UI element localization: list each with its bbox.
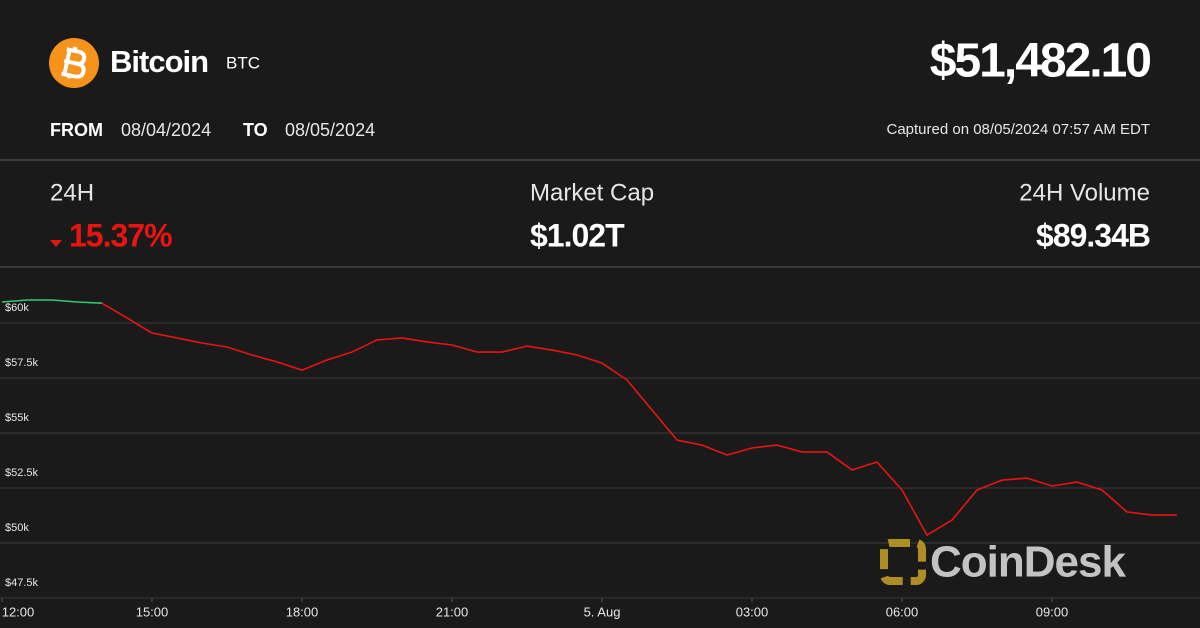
y-tick-label: $50k — [5, 522, 29, 534]
y-tick-label: $47.5k — [5, 577, 39, 589]
stat-value: $1.02T — [530, 217, 625, 253]
x-tick-label: 21:00 — [436, 604, 469, 619]
stat-value: $89.34B — [1036, 217, 1150, 253]
grid: $47.5k $50k $52.5k $55k $57.5k $60k 12:00 15:00… — [0, 302, 1200, 619]
watermark-text: CoinDesk — [930, 538, 1126, 587]
stat-label: Market Cap — [530, 179, 654, 206]
x-tick-label: 03:00 — [736, 604, 769, 619]
watermark-logo — [880, 539, 926, 585]
y-tick-label: $60k — [5, 302, 29, 314]
price-line — [101, 302, 1177, 536]
price-line — [1, 299, 103, 304]
x-tick-label: 5. Aug — [584, 604, 621, 619]
x-tick-label: 12:00 — [2, 604, 35, 619]
from-label: FROM — [50, 120, 103, 140]
coin-name: Bitcoin — [110, 44, 208, 79]
bitcoin-glyph — [61, 46, 87, 79]
y-tick-label: $57.5k — [5, 357, 39, 369]
stat-value: 15.37% — [69, 217, 172, 253]
price: $51,482.10 — [930, 35, 1151, 88]
captured: Captured on 08/05/2024 07:57 AM EDT — [886, 121, 1150, 138]
coin-symbol: BTC — [226, 53, 260, 72]
to-date: 08/05/2024 — [285, 120, 375, 140]
x-tick-label: 15:00 — [136, 604, 169, 619]
x-tick-label: 09:00 — [1036, 604, 1069, 619]
down-arrow — [50, 240, 62, 247]
x-tick-label: 18:00 — [286, 604, 319, 619]
to-label: TO — [243, 120, 268, 140]
y-tick-label: $52.5k — [5, 467, 39, 479]
y-tick-label: $55k — [5, 412, 29, 424]
stat-label: 24H — [50, 179, 94, 206]
plot — [1, 299, 1177, 536]
x-tick-label: 06:00 — [886, 604, 919, 619]
stat-label: 24H Volume — [1019, 179, 1150, 206]
from-date: 08/04/2024 — [121, 120, 211, 140]
watermark: CoinDesk — [880, 538, 1127, 587]
